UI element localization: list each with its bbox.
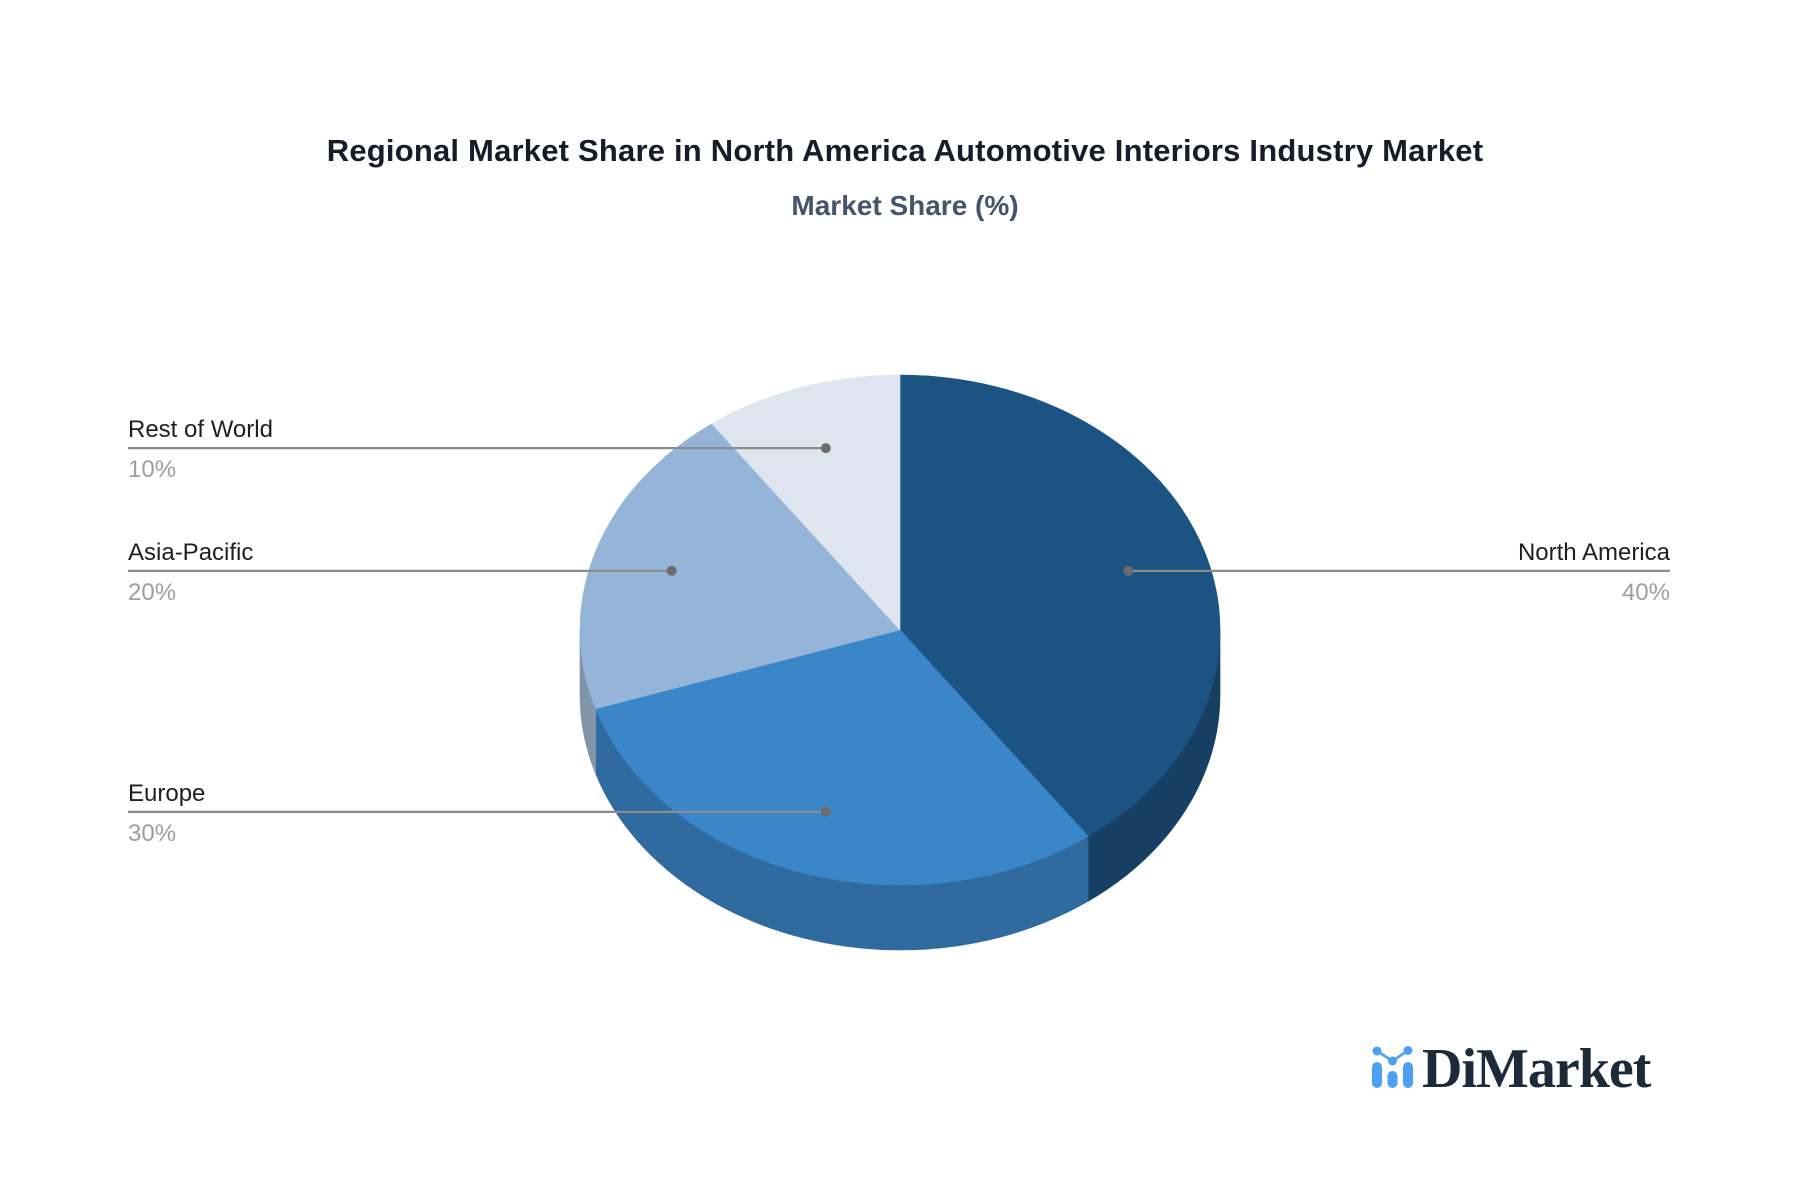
slice-percentage: 10% — [128, 456, 177, 484]
pie-slice-label: Asia-Pacific 20% — [128, 538, 688, 608]
leader-dot — [820, 806, 831, 817]
pie-slice-top — [595, 629, 1089, 886]
slice-percentage: 40% — [1621, 578, 1670, 606]
pie-slice-label: Rest of World 10% — [128, 415, 688, 485]
leader-dot — [666, 565, 677, 576]
leader-dot — [1123, 565, 1134, 576]
pie-slice-top — [899, 374, 1221, 837]
bar-line-chart-icon — [1372, 1046, 1413, 1088]
slice-name: Europe — [128, 779, 206, 807]
leader-dot — [820, 443, 831, 454]
slice-name: Rest of World — [128, 416, 273, 444]
slice-percentage: 20% — [128, 578, 177, 606]
chart-title: Regional Market Share in North America A… — [326, 133, 1484, 168]
logo-text: DiMarket — [1422, 1038, 1651, 1100]
chart-subtitle: Market Share (%) — [791, 190, 1019, 221]
slice-percentage: 30% — [128, 819, 177, 847]
slice-name: Asia-Pacific — [128, 538, 254, 566]
slice-name: North America — [1517, 538, 1670, 566]
pie-slice-label: Europe 30% — [128, 779, 688, 849]
pie-slice-top — [711, 374, 901, 631]
dimarket-logo: DiMarket — [1367, 1040, 1679, 1102]
pie-slice-label: North America 40% — [1110, 538, 1670, 608]
